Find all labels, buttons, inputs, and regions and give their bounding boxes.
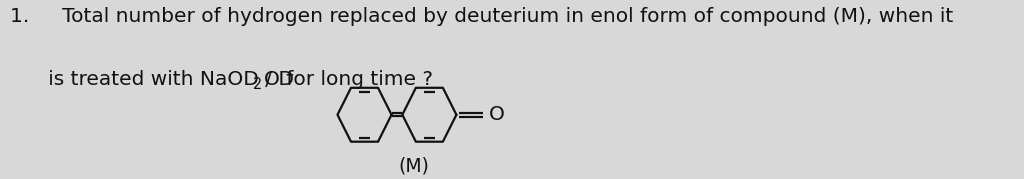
Text: (M): (M) <box>398 156 430 175</box>
Text: O: O <box>488 105 505 124</box>
Text: 2: 2 <box>253 78 262 93</box>
Text: O for long time ?: O for long time ? <box>264 70 433 89</box>
Text: 1.   Total number of hydrogen replaced by deuterium in enol form of compound (M): 1. Total number of hydrogen replaced by … <box>10 7 953 26</box>
Text: is treated with NaOD / D: is treated with NaOD / D <box>10 70 294 89</box>
